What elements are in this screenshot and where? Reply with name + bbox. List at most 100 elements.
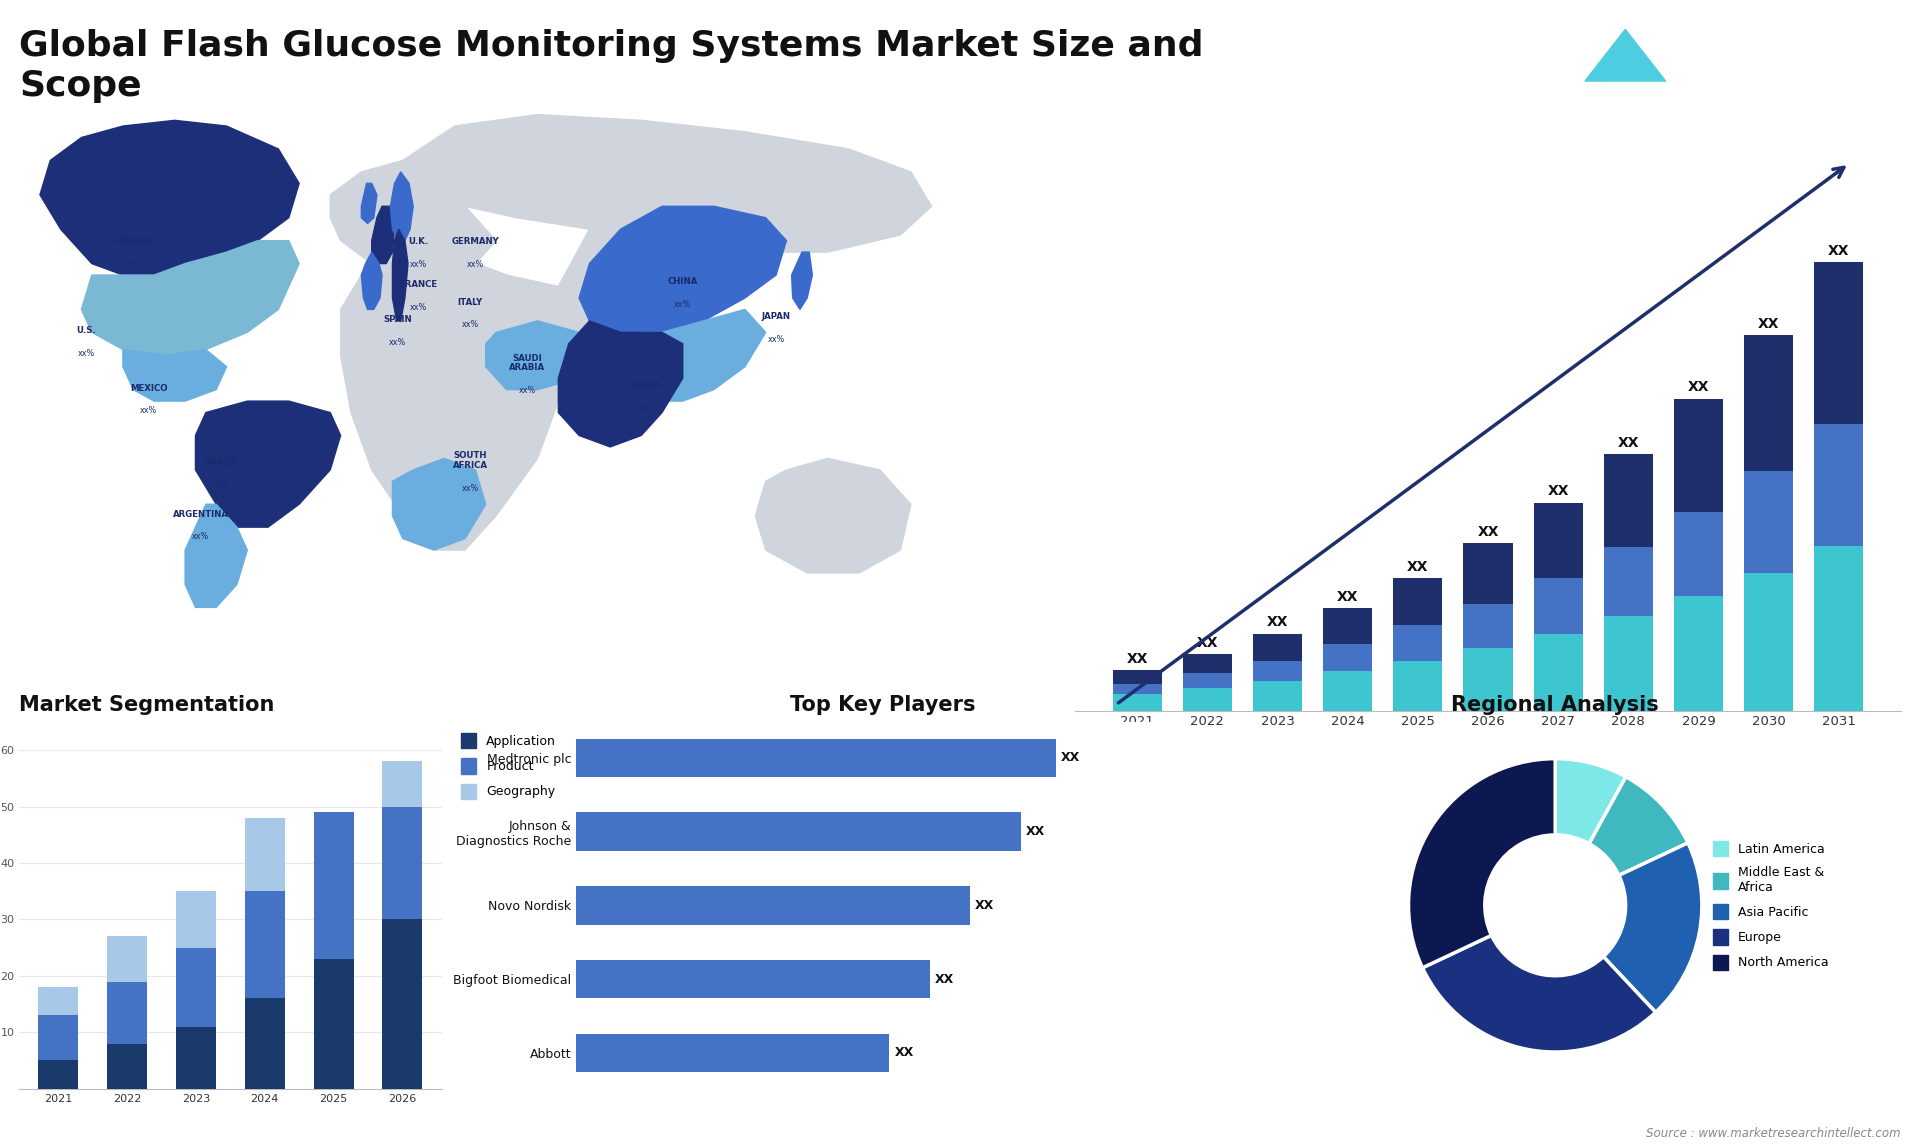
Polygon shape [340, 264, 559, 550]
Polygon shape [184, 504, 248, 607]
Polygon shape [196, 401, 340, 527]
Polygon shape [465, 264, 620, 367]
Bar [1534, 634, 1582, 711]
Bar [1394, 578, 1442, 626]
Polygon shape [755, 458, 910, 573]
Text: GERMANY: GERMANY [451, 237, 499, 246]
Polygon shape [392, 229, 407, 321]
Bar [576, 960, 929, 998]
Bar [313, 813, 353, 959]
Text: XX: XX [1196, 636, 1217, 650]
Text: xx%: xx% [409, 304, 426, 313]
Text: U.S.: U.S. [77, 327, 96, 335]
Bar [382, 807, 422, 919]
Text: CHINA: CHINA [668, 277, 697, 286]
Bar [1814, 545, 1862, 711]
Bar [1323, 644, 1373, 672]
Bar [246, 818, 284, 892]
Text: xx%: xx% [390, 338, 407, 346]
Bar [313, 959, 353, 1089]
Title: Top Key Players: Top Key Players [791, 694, 975, 715]
Bar [1254, 634, 1302, 660]
Polygon shape [620, 309, 766, 401]
Text: XX: XX [1688, 380, 1709, 394]
Text: xx%: xx% [518, 386, 536, 395]
Bar [576, 1034, 889, 1072]
Text: xx%: xx% [140, 407, 157, 415]
Bar [38, 1015, 79, 1060]
Text: JAPAN: JAPAN [762, 312, 791, 321]
Text: xx%: xx% [467, 260, 484, 269]
Text: Source : www.marketresearchintellect.com: Source : www.marketresearchintellect.com [1645, 1128, 1901, 1140]
Bar [177, 1027, 215, 1089]
Bar [1603, 454, 1653, 547]
Text: Market Segmentation: Market Segmentation [19, 694, 275, 715]
Text: INTELLECT: INTELLECT [1686, 95, 1757, 108]
Text: BRAZIL: BRAZIL [204, 458, 238, 468]
Polygon shape [791, 252, 812, 309]
Bar [1743, 335, 1793, 471]
Text: ITALY: ITALY [457, 298, 482, 307]
Text: XX: XX [1617, 435, 1640, 450]
Text: XX: XX [895, 1046, 914, 1059]
Bar [576, 813, 1021, 850]
Text: MARKET: MARKET [1686, 42, 1741, 55]
Bar [1674, 399, 1722, 512]
Text: XX: XX [1025, 825, 1044, 838]
Text: SOUTH
AFRICA: SOUTH AFRICA [453, 452, 488, 470]
Text: xx%: xx% [125, 260, 142, 269]
Bar [38, 1060, 79, 1089]
Bar [1114, 694, 1162, 711]
Bar [1674, 512, 1722, 596]
Bar [38, 987, 79, 1015]
Bar [1463, 543, 1513, 604]
Text: ARGENTINA: ARGENTINA [173, 510, 228, 518]
Bar [1534, 578, 1582, 634]
Text: xx%: xx% [192, 533, 209, 542]
Bar [1183, 653, 1233, 673]
Polygon shape [330, 160, 495, 275]
Polygon shape [580, 206, 787, 332]
Bar [1743, 573, 1793, 711]
Bar [1323, 672, 1373, 711]
Wedge shape [1409, 759, 1555, 967]
Polygon shape [123, 350, 227, 401]
Bar [1254, 681, 1302, 711]
Polygon shape [1586, 30, 1667, 81]
Text: xx%: xx% [768, 335, 785, 344]
Text: XX: XX [975, 898, 995, 912]
Text: xx%: xx% [409, 260, 426, 269]
Wedge shape [1603, 843, 1701, 1012]
Polygon shape [392, 458, 486, 550]
Bar [108, 981, 148, 1044]
Text: xx%: xx% [637, 403, 655, 413]
Wedge shape [1555, 759, 1626, 843]
Bar [1674, 596, 1722, 711]
Wedge shape [1423, 935, 1655, 1052]
Bar [246, 892, 284, 998]
Bar [1603, 547, 1653, 615]
Text: XX: XX [1476, 525, 1500, 539]
Text: INDIA: INDIA [634, 380, 660, 390]
Text: xx%: xx% [461, 484, 478, 493]
Text: MEXICO: MEXICO [131, 384, 167, 392]
Bar [1534, 502, 1582, 578]
Text: XX: XX [1127, 652, 1148, 666]
Text: XX: XX [1548, 485, 1569, 499]
Polygon shape [403, 115, 931, 252]
Bar [1463, 604, 1513, 649]
Text: SAUDI
ARABIA: SAUDI ARABIA [509, 354, 545, 372]
Text: XX: XX [935, 973, 954, 986]
Bar [1114, 683, 1162, 694]
Bar [576, 739, 1056, 777]
Bar [382, 761, 422, 807]
Polygon shape [361, 252, 382, 309]
Bar [1814, 424, 1862, 545]
Bar [382, 919, 422, 1089]
Bar [1743, 471, 1793, 573]
Legend: Latin America, Middle East &
Africa, Asia Pacific, Europe, North America: Latin America, Middle East & Africa, Asi… [1709, 835, 1834, 975]
Bar [1394, 660, 1442, 711]
Bar [1183, 673, 1233, 688]
Legend: Application, Product, Geography: Application, Product, Geography [457, 728, 561, 804]
Polygon shape [40, 120, 300, 275]
